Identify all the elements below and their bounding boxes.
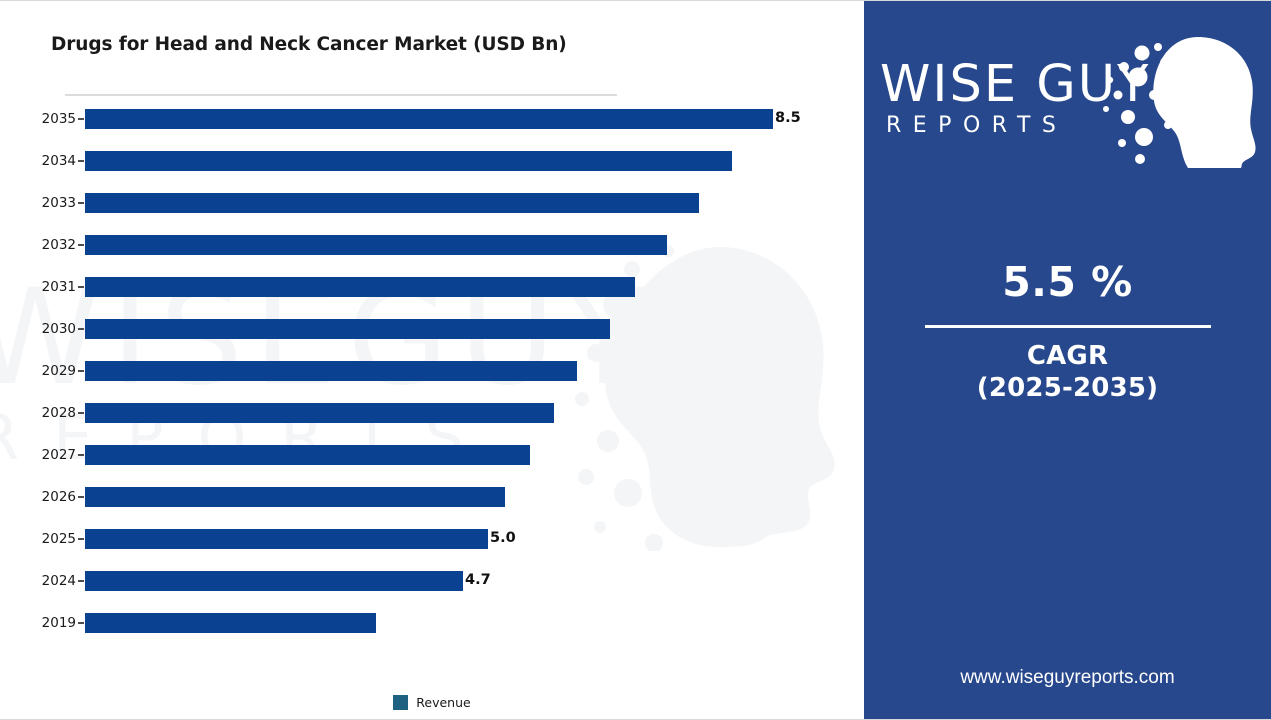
chart-bar[interactable] — [85, 571, 463, 591]
y-axis-tick-mark — [78, 496, 84, 498]
chart-row: 2029 — [0, 361, 864, 403]
y-axis-tick-label: 2033 — [41, 195, 76, 211]
logo-text-reports: REPORTS — [886, 113, 1068, 138]
chart-row: 2028 — [0, 403, 864, 445]
bar-value-label: 8.5 — [775, 110, 801, 126]
logo-text-wise-guy: WISE GUY — [880, 55, 1151, 114]
chart-plot-area: 2035 8.5 2034 2033 2032 2031 2030 2029 2028 2027 2… — [0, 109, 864, 654]
bar-value-label: 4.7 — [465, 572, 491, 588]
y-axis-tick-mark — [78, 244, 84, 246]
chart-row: 2019 — [0, 613, 864, 655]
chart-title: Drugs for Head and Neck Cancer Market (U… — [51, 34, 567, 55]
cagr-block: 5.5 % CAGR (2025-2035) — [864, 256, 1271, 404]
chart-row: 2033 — [0, 193, 864, 235]
website-url: www.wiseguyreports.com — [960, 667, 1175, 688]
chart-legend: Revenue — [0, 695, 864, 710]
chart-bar[interactable] — [85, 235, 667, 255]
cagr-caption-line2: (2025-2035) — [976, 373, 1159, 403]
chart-row: 2031 — [0, 277, 864, 319]
legend-swatch-revenue — [393, 695, 409, 710]
y-axis-tick-mark — [78, 622, 84, 624]
chart-row: 2027 — [0, 445, 864, 487]
cagr-caption: CAGR (2025-2035) — [864, 340, 1271, 404]
y-axis-tick-label: 2035 — [41, 111, 76, 127]
chart-row: 2034 — [0, 151, 864, 193]
y-axis-tick-label: 2025 — [41, 531, 76, 547]
title-divider — [65, 94, 617, 96]
cagr-divider — [924, 325, 1211, 328]
chart-row: 2035 8.5 — [0, 109, 864, 151]
chart-bar[interactable] — [85, 319, 610, 339]
y-axis-tick-mark — [78, 328, 84, 330]
y-axis-tick-label: 2034 — [41, 153, 76, 169]
y-axis-tick-mark — [78, 160, 84, 162]
y-axis-tick-label: 2030 — [41, 321, 76, 337]
chart-bar[interactable] — [85, 361, 577, 381]
y-axis-tick-label: 2029 — [41, 363, 76, 379]
y-axis-tick-mark — [78, 538, 84, 540]
y-axis-tick-label: 2027 — [41, 447, 76, 463]
legend-label-revenue: Revenue — [416, 695, 471, 710]
chart-bar[interactable] — [85, 445, 530, 465]
chart-bar[interactable] — [85, 529, 488, 549]
bar-value-label: 5.0 — [490, 530, 516, 546]
chart-row: 2026 — [0, 487, 864, 529]
cagr-caption-line1: CAGR — [1026, 341, 1109, 371]
y-axis-tick-label: 2028 — [41, 405, 76, 421]
chart-bar[interactable] — [85, 109, 773, 129]
y-axis-tick-label: 2026 — [41, 489, 76, 505]
wiseguy-reports-logo: WISE GUY REPORTS — [880, 37, 1256, 168]
y-axis-tick-mark — [78, 202, 84, 204]
chart-bar[interactable] — [85, 277, 635, 297]
chart-bar[interactable] — [85, 151, 732, 171]
y-axis-tick-mark — [78, 118, 84, 120]
y-axis-tick-mark — [78, 370, 84, 372]
chart-bar[interactable] — [85, 403, 554, 423]
y-axis-tick-mark — [78, 454, 84, 456]
cagr-value: 5.5 % — [1002, 258, 1133, 306]
chart-row: 2025 5.0 — [0, 529, 864, 571]
chart-bar[interactable] — [85, 487, 505, 507]
chart-bar[interactable] — [85, 193, 699, 213]
y-axis-tick-mark — [78, 412, 84, 414]
chart-row: 2024 4.7 — [0, 571, 864, 613]
y-axis-tick-mark — [78, 286, 84, 288]
chart-row: 2032 — [0, 235, 864, 277]
logo-head-icon — [1103, 37, 1256, 168]
chart-row: 2030 — [0, 319, 864, 361]
brand-panel: WISE GUY REPORTS 5.5 % — [864, 1, 1271, 719]
chart-bar[interactable] — [85, 613, 376, 633]
y-axis-tick-label: 2032 — [41, 237, 76, 253]
y-axis-tick-label: 2019 — [41, 615, 76, 631]
y-axis-tick-label: 2024 — [41, 573, 76, 589]
y-axis-tick-label: 2031 — [41, 279, 76, 295]
y-axis-tick-mark — [78, 580, 84, 582]
